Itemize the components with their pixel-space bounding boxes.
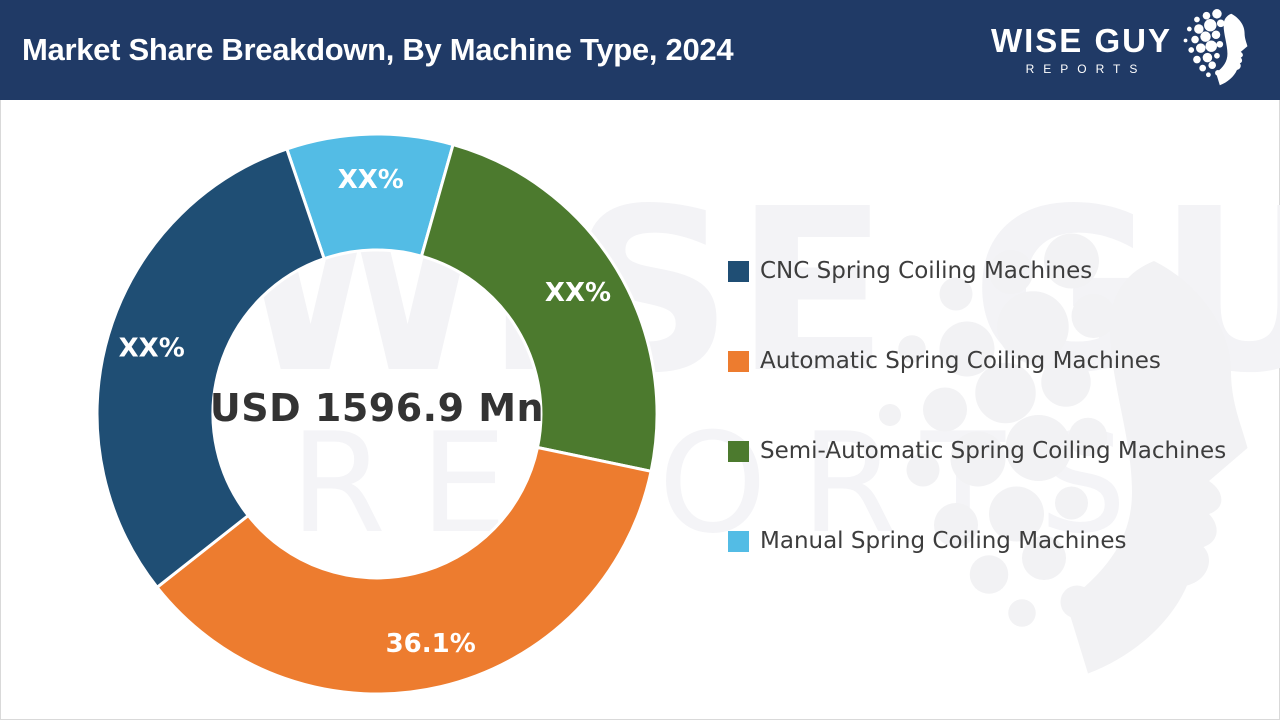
- segment-label-0: XX%: [119, 333, 185, 363]
- page-title: Market Share Breakdown, By Machine Type,…: [22, 32, 734, 67]
- donut-segment-1: [155, 446, 653, 696]
- legend-swatch-manual: [728, 530, 749, 552]
- legend-label: CNC Spring Coiling Machines: [760, 258, 1093, 284]
- logo-text: WISE GUY REPORTS: [991, 24, 1172, 76]
- logo-wordmark: WISE GUY: [990, 22, 1172, 59]
- segment-label-2: XX%: [545, 278, 611, 308]
- legend-item-semi-automatic: Semi-Automatic Spring Coiling Machines: [728, 426, 1226, 476]
- legend-swatch-cnc: [728, 260, 749, 282]
- header: Market Share Breakdown, By Machine Type,…: [0, 0, 1280, 100]
- legend: CNC Spring Coiling Machines Automatic Sp…: [728, 246, 1226, 606]
- donut-center-value: USD 1596.9 Mn: [209, 386, 545, 430]
- legend-label: Automatic Spring Coiling Machines: [760, 348, 1161, 374]
- watermark-face-icon: [879, 233, 1248, 674]
- legend-swatch-semi-automatic: [728, 440, 749, 462]
- legend-item-automatic: Automatic Spring Coiling Machines: [728, 336, 1226, 386]
- wise-guy-logo: WISE GUY REPORTS: [991, 7, 1256, 93]
- segment-label-1: 36.1%: [386, 629, 476, 659]
- logo-subtitle: REPORTS: [1025, 62, 1147, 76]
- legend-swatch-automatic: [728, 350, 749, 372]
- legend-label: Semi-Automatic Spring Coiling Machines: [760, 438, 1227, 464]
- logo-face-icon: [1183, 9, 1248, 86]
- segment-label-3: XX%: [338, 165, 404, 195]
- donut-chart: XX% XX% 36.1% XX%: [95, 132, 659, 696]
- legend-label: Manual Spring Coiling Machines: [760, 528, 1127, 554]
- legend-item-manual: Manual Spring Coiling Machines: [728, 516, 1226, 566]
- legend-item-cnc: CNC Spring Coiling Machines: [728, 246, 1226, 296]
- donut-segment-0: [95, 147, 326, 589]
- donut-segment-2: [420, 143, 659, 473]
